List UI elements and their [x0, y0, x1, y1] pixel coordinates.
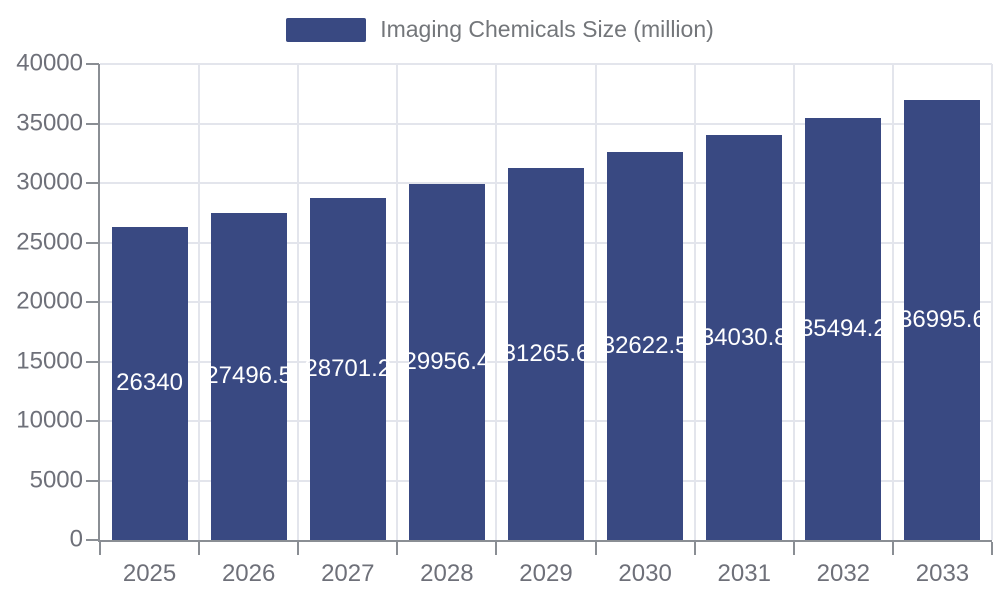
- gridline: [792, 64, 795, 540]
- bar-2032[interactable]: [805, 117, 882, 540]
- gridline: [198, 64, 201, 540]
- y-axis-tick: [86, 122, 99, 125]
- bar-2031[interactable]: [706, 135, 783, 540]
- y-axis-tick: [86, 360, 99, 363]
- x-axis-tick: [594, 542, 597, 555]
- y-axis-label: 40000: [16, 49, 83, 77]
- y-axis-label: 15000: [16, 346, 83, 374]
- x-axis-label: 2033: [915, 560, 970, 587]
- bar-2029[interactable]: [508, 167, 584, 540]
- bar-2025[interactable]: [111, 226, 188, 540]
- x-axis-label: 2027: [321, 560, 375, 587]
- x-axis-tick: [792, 542, 795, 555]
- gridline: [693, 64, 696, 540]
- gridline: [991, 64, 993, 540]
- x-axis-tick: [198, 542, 201, 555]
- x-axis-label: 2032: [816, 560, 871, 587]
- y-axis-label: 10000: [16, 406, 83, 434]
- x-axis-tick: [891, 542, 894, 555]
- x-axis-tick: [495, 542, 498, 555]
- bar-2030[interactable]: [607, 151, 684, 540]
- y-axis-line: [98, 64, 100, 542]
- bar-2026[interactable]: [210, 212, 287, 540]
- y-axis-label: 30000: [16, 168, 83, 196]
- gridline: [594, 64, 597, 540]
- gridline: [891, 64, 894, 540]
- gridline: [100, 63, 992, 65]
- x-axis-label: 2031: [717, 560, 771, 587]
- y-axis-label: 5000: [29, 465, 83, 493]
- gridline: [100, 122, 992, 125]
- x-axis-label: 2028: [420, 560, 474, 587]
- y-axis-tick: [86, 182, 99, 184]
- x-axis-tick: [297, 542, 300, 555]
- x-axis-tick: [396, 542, 399, 555]
- legend-swatch-icon: [286, 17, 367, 42]
- y-axis-label: 25000: [16, 227, 83, 255]
- plot-area: 0 5000 10000 15000 20000 25000 30000 35000 40000…: [16, 49, 993, 587]
- y-axis-tick: [86, 63, 99, 65]
- legend-label: Imaging Chemicals Size (million): [380, 16, 714, 42]
- x-axis-label: 2026: [221, 560, 276, 587]
- legend-item[interactable]: Imaging Chemicals Size (million): [0, 16, 1000, 43]
- y-axis-tick: [86, 479, 99, 482]
- x-axis-label: 2025: [122, 560, 177, 587]
- gridline: [297, 64, 300, 540]
- bar-2028[interactable]: [408, 183, 485, 540]
- gridline: [396, 64, 399, 540]
- y-axis-tick: [86, 241, 99, 244]
- x-axis-label: 2029: [519, 560, 573, 587]
- x-axis-label: 2030: [618, 560, 672, 587]
- x-axis-tick: [693, 542, 696, 555]
- x-axis-line: [98, 540, 992, 542]
- y-axis-label: 20000: [16, 287, 83, 315]
- y-axis-label: 35000: [16, 108, 83, 136]
- y-axis-tick: [86, 420, 99, 422]
- y-axis-tick: [86, 539, 99, 541]
- y-axis-label: 0: [69, 525, 83, 553]
- bar-2033[interactable]: [904, 99, 981, 540]
- bar-2027[interactable]: [309, 198, 386, 540]
- gridline: [495, 64, 498, 540]
- x-axis-tick: [99, 542, 101, 555]
- y-axis-tick: [86, 301, 99, 303]
- x-axis-tick: [991, 542, 993, 555]
